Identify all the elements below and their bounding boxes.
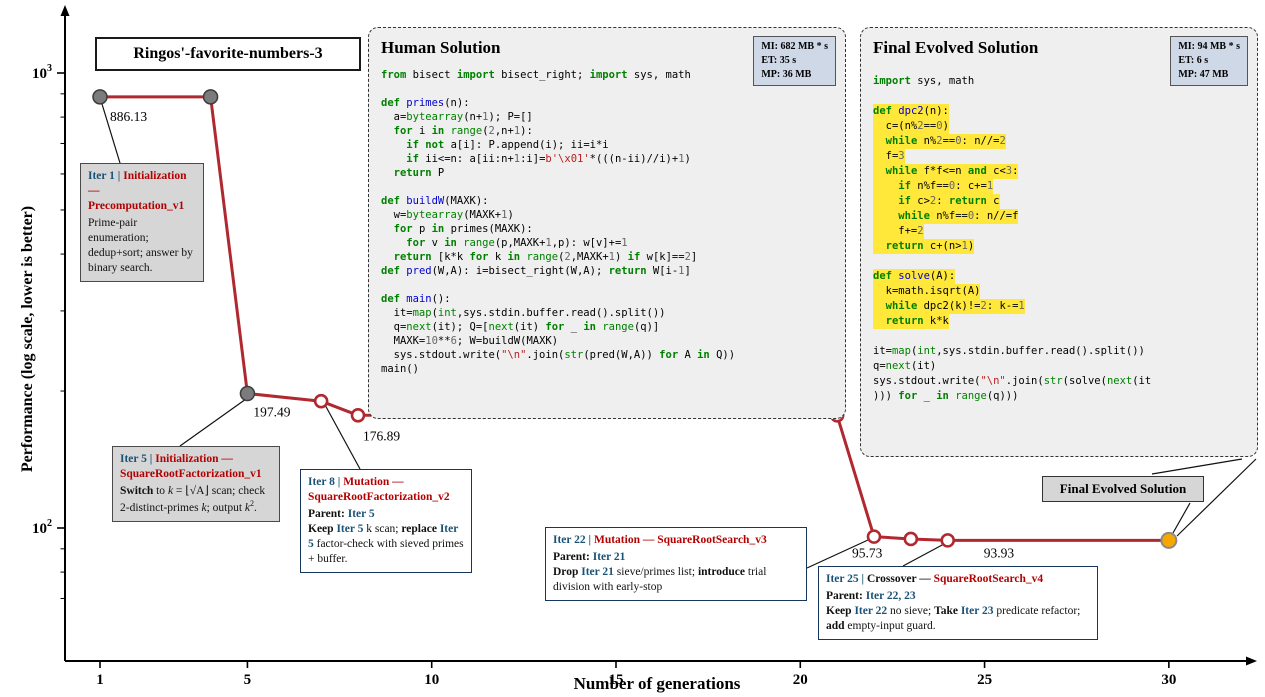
data-point <box>239 385 256 402</box>
annotation-title: Iter 25 | Crossover — SquareRootSearch_v… <box>826 573 1044 585</box>
x-tick-label: 30 <box>1161 672 1176 688</box>
connector-line <box>902 543 945 567</box>
connector-line <box>1172 502 1191 534</box>
final-data-point <box>1160 531 1178 549</box>
x-tick-label: 5 <box>244 672 252 688</box>
data-point <box>92 89 108 105</box>
annotation-body: Parent: Iter 21 Drop Iter 21 sieve/primes… <box>553 550 767 593</box>
human-solution-code: from bisect import bisect_right; import … <box>381 69 736 375</box>
connector-line <box>806 539 869 569</box>
final-solution-title: Final Evolved Solution <box>873 38 1039 57</box>
metric-mi: MI: 94 MB * s <box>1178 41 1240 52</box>
annotation-body: Switch to k = ⌊√A⌋ scan; check 2-distinc… <box>120 484 266 514</box>
human-solution-panel: Human Solution MI: 682 MB * s ET: 35 s M… <box>368 27 846 419</box>
human-solution-metrics: MI: 682 MB * s ET: 35 s MP: 36 MB <box>753 36 836 86</box>
data-point <box>903 531 919 547</box>
point-value-label: 886.13 <box>110 109 147 124</box>
x-tick-label: 10 <box>424 672 439 688</box>
annotation-title: Iter 22 | Mutation — SquareRootSearch_v3 <box>553 534 767 546</box>
annotation-title: Iter 1 | Initialization — Precomputation… <box>88 170 187 212</box>
metric-mp: MP: 47 MB <box>1178 69 1229 80</box>
x-tick-label: 20 <box>793 672 808 688</box>
final-solution-code: import sys, math def dpc2(n): c=(n%2==0)… <box>873 75 1152 402</box>
connector-line <box>101 103 121 164</box>
annotation-iter-8: Iter 8 | Mutation — SquareRootFactorizat… <box>300 469 472 573</box>
point-value-label: 197.49 <box>253 405 290 420</box>
annotation-iter-5: Iter 5 | Initialization — SquareRootFact… <box>112 446 280 522</box>
data-point <box>202 89 219 105</box>
problem-title-box: Ringos'-favorite-numbers-3 <box>95 37 361 71</box>
data-point <box>940 533 956 548</box>
metric-mp: MP: 36 MB <box>761 69 812 80</box>
metric-et: ET: 35 s <box>761 55 797 66</box>
x-tick-label: 15 <box>608 672 623 688</box>
data-point <box>350 407 366 423</box>
final-solution-metrics: MI: 94 MB * s ET: 6 s MP: 47 MB <box>1170 36 1248 86</box>
x-tick-label: 25 <box>977 672 992 688</box>
connector-line <box>1151 458 1243 475</box>
annotation-iter-1: Iter 1 | Initialization — Precomputation… <box>80 163 204 282</box>
data-point <box>866 529 882 544</box>
data-point <box>313 393 329 409</box>
point-value-label: 93.93 <box>984 545 1015 560</box>
annotation-iter-22: Iter 22 | Mutation — SquareRootSearch_v3… <box>545 527 807 601</box>
annotation-body: Prime-pair enumeration; dedup+sort; answ… <box>88 216 193 274</box>
y-tick-label: 103 <box>32 63 52 82</box>
x-tick-label: 1 <box>96 672 104 688</box>
annotation-body: Parent: Iter 22, 23 Keep Iter 22 no sieve… <box>826 589 1081 632</box>
connector-line <box>1176 458 1257 537</box>
annotation-iter-25: Iter 25 | Crossover — SquareRootSearch_v… <box>818 566 1098 640</box>
metric-mi: MI: 682 MB * s <box>761 41 828 52</box>
annotation-title: Iter 5 | Initialization — SquareRootFact… <box>120 453 262 480</box>
x-axis-arrow <box>1246 656 1257 666</box>
final-solution-panel: Final Evolved Solution MI: 94 MB * s ET:… <box>860 27 1258 457</box>
final-solution-callout-label: Final Evolved Solution <box>1042 476 1204 502</box>
point-value-label: 95.73 <box>852 546 883 561</box>
y-axis-label: Performance (log scale, lower is better) <box>19 205 36 473</box>
metric-et: ET: 6 s <box>1178 55 1209 66</box>
human-solution-title: Human Solution <box>381 38 501 57</box>
connector-line <box>323 402 361 470</box>
connector-line <box>179 398 247 447</box>
annotation-title: Iter 8 | Mutation — SquareRootFactorizat… <box>308 476 450 503</box>
y-axis-arrow <box>60 5 70 16</box>
x-axis-label: Number of generations <box>573 674 741 693</box>
annotation-body: Parent: Iter 5 Keep Iter 5 k scan; replac… <box>308 507 464 565</box>
point-value-label: 176.89 <box>363 428 400 443</box>
